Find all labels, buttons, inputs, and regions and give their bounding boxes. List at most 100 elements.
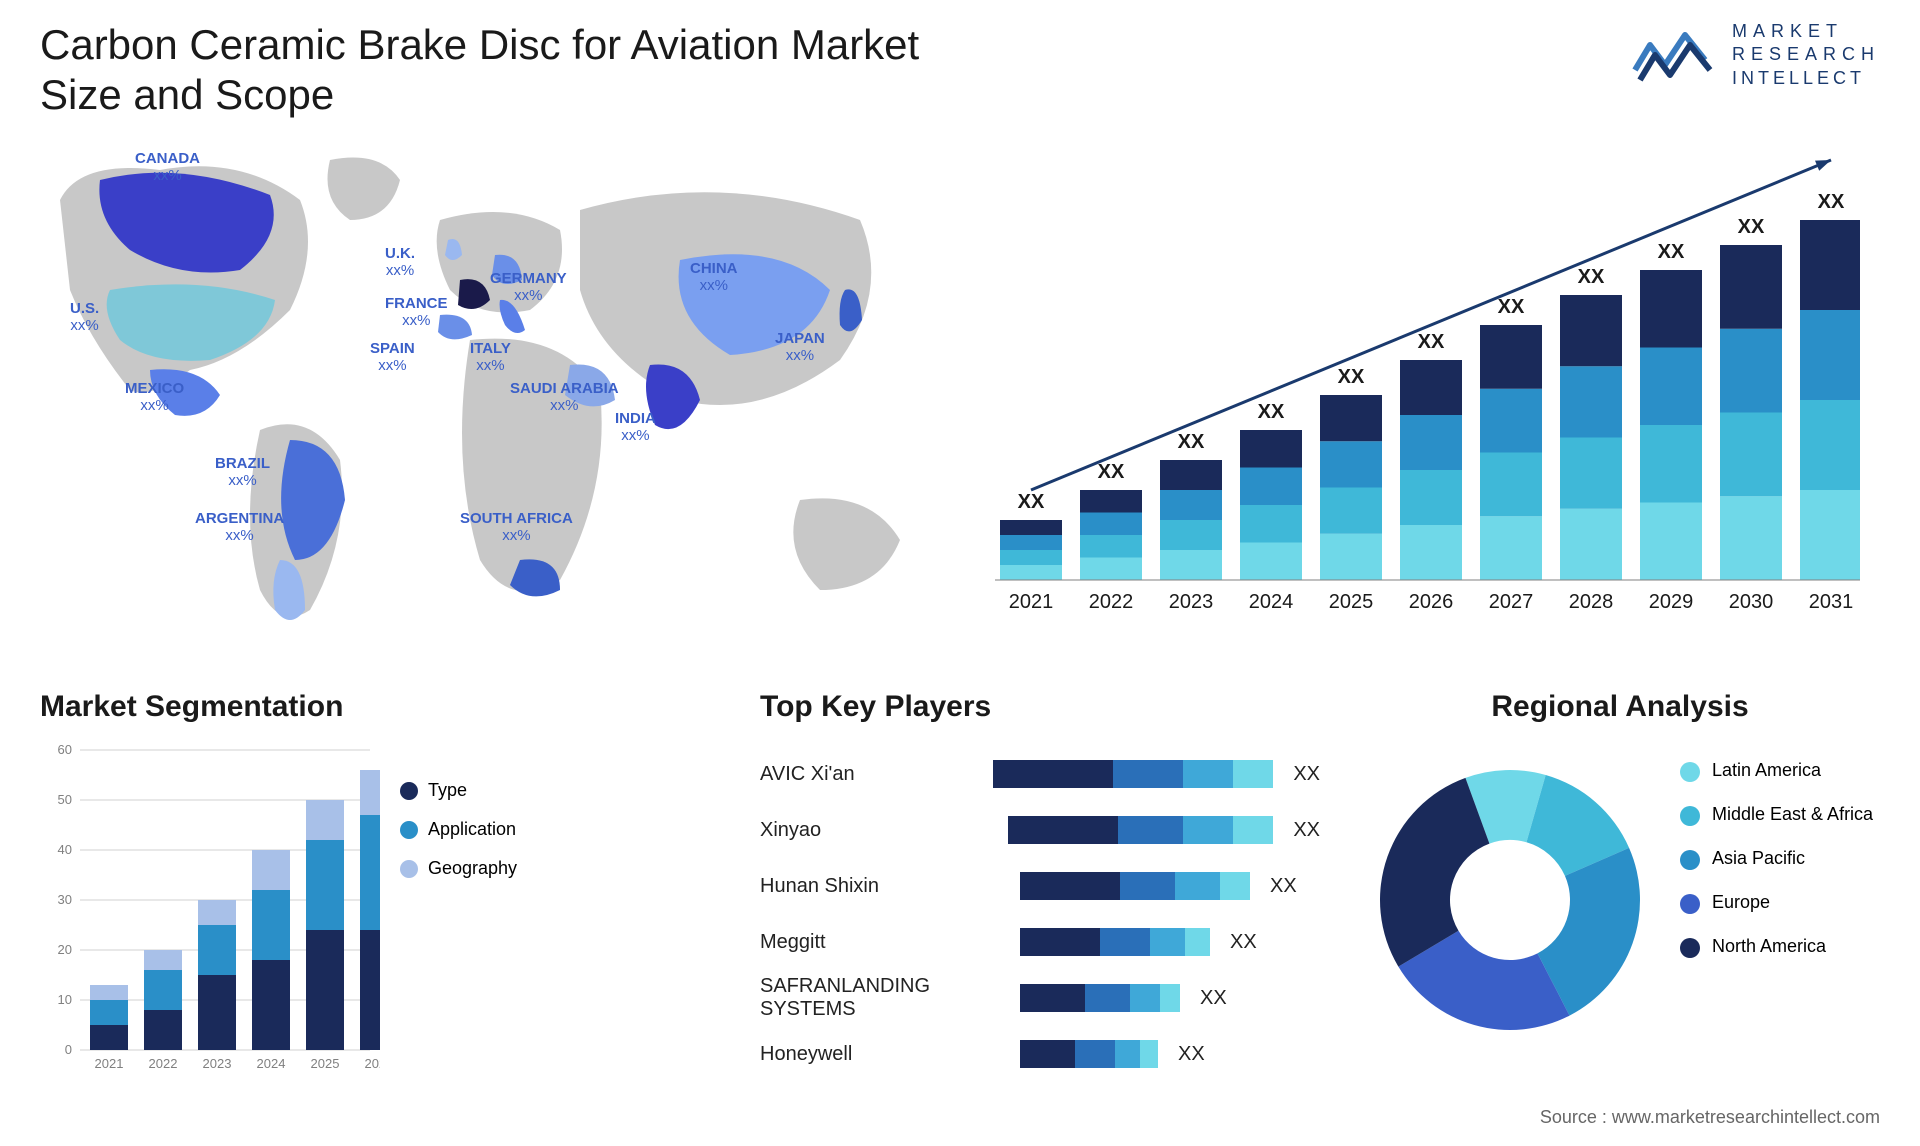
player-value: XX bbox=[1200, 987, 1227, 1010]
map-label-italy: ITALYxx% bbox=[470, 340, 511, 375]
player-row: Hunan ShixinXX bbox=[760, 862, 1320, 910]
svg-text:2021: 2021 bbox=[95, 1056, 124, 1071]
player-bar bbox=[1020, 928, 1210, 956]
logo-line3: INTELLECT bbox=[1732, 67, 1880, 90]
map-label-saudiarabia: SAUDI ARABIAxx% bbox=[510, 380, 619, 415]
map-label-mexico: MEXICOxx% bbox=[125, 380, 184, 415]
trend-bar-segment bbox=[1800, 400, 1860, 490]
svg-text:10: 10 bbox=[58, 992, 72, 1007]
trend-bar-segment bbox=[1480, 453, 1542, 517]
trend-bar-label: XX bbox=[1258, 401, 1285, 423]
player-row: MeggittXX bbox=[760, 918, 1320, 966]
trend-bar-segment bbox=[1480, 325, 1542, 389]
map-label-brazil: BRAZILxx% bbox=[215, 455, 270, 490]
trend-year-label: 2024 bbox=[1249, 591, 1294, 613]
trend-bar-segment bbox=[1080, 535, 1142, 558]
svg-text:2022: 2022 bbox=[149, 1056, 178, 1071]
seg-bar-segment bbox=[144, 970, 182, 1010]
trend-bar-segment bbox=[1000, 565, 1062, 580]
player-row: XinyaoXX bbox=[760, 806, 1320, 854]
svg-text:0: 0 bbox=[65, 1042, 72, 1057]
seg-legend-item: Type bbox=[400, 780, 517, 801]
trend-bar-label: XX bbox=[1338, 366, 1365, 388]
svg-text:30: 30 bbox=[58, 892, 72, 907]
trend-year-label: 2029 bbox=[1649, 591, 1694, 613]
trend-bar-label: XX bbox=[1018, 491, 1045, 513]
page-title: Carbon Ceramic Brake Disc for Aviation M… bbox=[40, 20, 940, 121]
segmentation-chart: 0102030405060202120222023202420252026 bbox=[40, 740, 380, 1100]
regional-legend: Latin AmericaMiddle East & AfricaAsia Pa… bbox=[1680, 760, 1873, 980]
trend-bar-label: XX bbox=[1658, 241, 1685, 263]
trend-bar-label: XX bbox=[1818, 191, 1845, 213]
map-label-southafrica: SOUTH AFRICAxx% bbox=[460, 510, 573, 545]
seg-bar-segment bbox=[144, 1010, 182, 1050]
trend-bar-segment bbox=[1080, 513, 1142, 536]
map-label-japan: JAPANxx% bbox=[775, 330, 825, 365]
seg-bar-segment bbox=[90, 985, 128, 1000]
trend-bar-segment bbox=[1800, 490, 1860, 580]
trend-chart-svg: XX2021XX2022XX2023XX2024XX2025XX2026XX20… bbox=[980, 140, 1860, 640]
seg-legend-item: Geography bbox=[400, 858, 517, 879]
trend-bar-segment bbox=[1640, 425, 1702, 503]
logo-icon bbox=[1630, 25, 1720, 85]
trend-bar-segment bbox=[1160, 520, 1222, 550]
trend-bar-segment bbox=[1720, 496, 1782, 580]
players-title: Top Key Players bbox=[760, 690, 1320, 724]
trend-bar-segment bbox=[1400, 415, 1462, 470]
trend-bar-segment bbox=[1640, 503, 1702, 581]
player-row: SAFRANLANDING SYSTEMSXX bbox=[760, 974, 1320, 1022]
trend-bar-segment bbox=[1400, 470, 1462, 525]
trend-bar-segment bbox=[1480, 389, 1542, 453]
trend-bar-segment bbox=[1480, 516, 1542, 580]
svg-text:60: 60 bbox=[58, 742, 72, 757]
map-label-germany: GERMANYxx% bbox=[490, 270, 567, 305]
svg-text:2023: 2023 bbox=[203, 1056, 232, 1071]
player-value: XX bbox=[1270, 875, 1297, 898]
seg-bar-segment bbox=[360, 930, 380, 1050]
regional-legend-item: Middle East & Africa bbox=[1680, 804, 1873, 826]
trend-bar-segment bbox=[1000, 520, 1062, 535]
svg-text:2024: 2024 bbox=[257, 1056, 286, 1071]
segmentation-title: Market Segmentation bbox=[40, 690, 590, 724]
players-section: Top Key Players AVIC Xi'anXX XinyaoXX Huna… bbox=[760, 690, 1320, 1110]
trend-bar-segment bbox=[1720, 245, 1782, 329]
player-bar bbox=[993, 760, 1273, 788]
player-value: XX bbox=[1230, 931, 1257, 954]
trend-year-label: 2026 bbox=[1409, 591, 1454, 613]
player-bar bbox=[1020, 984, 1180, 1012]
trend-year-label: 2023 bbox=[1169, 591, 1214, 613]
seg-bar-segment bbox=[198, 900, 236, 925]
trend-bar-segment bbox=[1240, 505, 1302, 543]
map-label-us: U.S.xx% bbox=[70, 300, 99, 335]
world-map: CANADAxx% U.S.xx% MEXICOxx% BRAZILxx% ARGENT… bbox=[40, 140, 940, 660]
trend-year-label: 2030 bbox=[1729, 591, 1774, 613]
regional-legend-item: Europe bbox=[1680, 892, 1873, 914]
player-bar bbox=[1008, 816, 1273, 844]
trend-bar-segment bbox=[1320, 488, 1382, 534]
map-label-canada: CANADAxx% bbox=[135, 150, 200, 185]
trend-bar-segment bbox=[1240, 430, 1302, 468]
seg-bar-segment bbox=[306, 930, 344, 1050]
seg-bar-segment bbox=[306, 840, 344, 930]
seg-bar-segment bbox=[90, 1025, 128, 1050]
player-row: AVIC Xi'anXX bbox=[760, 750, 1320, 798]
trend-bar-segment bbox=[1160, 490, 1222, 520]
trend-bar-segment bbox=[1000, 535, 1062, 550]
brand-logo: MARKET RESEARCH INTELLECT bbox=[1630, 20, 1880, 90]
trend-bar-segment bbox=[1800, 310, 1860, 400]
seg-bar-segment bbox=[252, 960, 290, 1050]
trend-year-label: 2031 bbox=[1809, 591, 1854, 613]
trend-bar-segment bbox=[1720, 413, 1782, 497]
regional-legend-item: Latin America bbox=[1680, 760, 1873, 782]
player-row: HoneywellXX bbox=[760, 1030, 1320, 1078]
map-label-france: FRANCExx% bbox=[385, 295, 448, 330]
trend-year-label: 2027 bbox=[1489, 591, 1534, 613]
seg-bar-segment bbox=[90, 1000, 128, 1025]
trend-bar-segment bbox=[1800, 220, 1860, 310]
logo-line1: MARKET bbox=[1732, 20, 1880, 43]
trend-year-label: 2021 bbox=[1009, 591, 1054, 613]
map-label-spain: SPAINxx% bbox=[370, 340, 415, 375]
map-label-argentina: ARGENTINAxx% bbox=[195, 510, 284, 545]
seg-bar-segment bbox=[360, 815, 380, 930]
trend-bar-segment bbox=[1160, 550, 1222, 580]
